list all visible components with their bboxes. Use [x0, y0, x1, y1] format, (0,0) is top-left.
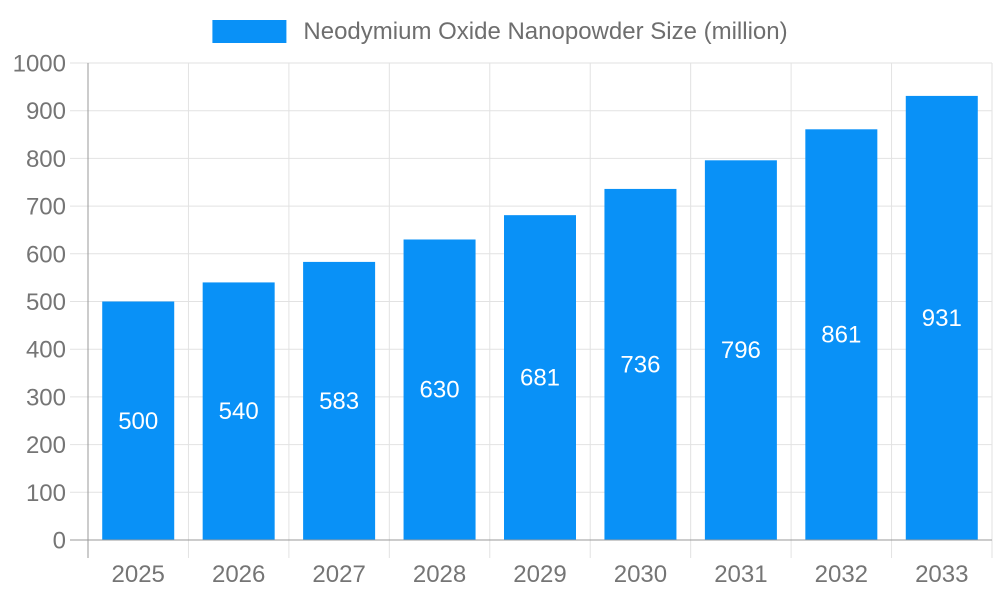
y-tick-label-1000: 1000	[13, 51, 66, 78]
y-tick-label-200: 200	[26, 432, 66, 459]
legend-label: Neodymium Oxide Nanopowder Size (million…	[303, 18, 788, 45]
bar-2029[interactable]	[504, 215, 576, 540]
y-tick-label-800: 800	[26, 146, 66, 173]
x-tick-label-2032: 2032	[815, 561, 868, 588]
bar-2028[interactable]	[403, 239, 476, 540]
bar-value-label-2029: 681	[520, 365, 560, 392]
bar-value-label-2033: 931	[922, 305, 962, 332]
bar-2030[interactable]	[604, 188, 677, 540]
x-tick-label-2030: 2030	[614, 561, 667, 588]
x-tick-label-2026: 2026	[212, 561, 265, 588]
bar-value-label-2032: 861	[821, 322, 861, 349]
x-tick-label-2033: 2033	[915, 561, 968, 588]
bar-value-label-2028: 630	[420, 377, 460, 404]
bar-2032[interactable]	[805, 129, 878, 540]
bar-2033[interactable]	[905, 95, 978, 540]
x-tick-label-2028: 2028	[413, 561, 466, 588]
bar-2027[interactable]	[303, 261, 376, 540]
bar-2031[interactable]	[704, 160, 777, 540]
y-tick-label-900: 900	[26, 98, 66, 125]
y-tick-label-500: 500	[26, 289, 66, 316]
x-tick-label-2025: 2025	[112, 561, 165, 588]
y-tick-label-100: 100	[26, 480, 66, 507]
x-tick-label-2027: 2027	[312, 561, 365, 588]
y-tick-label-700: 700	[26, 194, 66, 221]
bar-value-label-2026: 540	[219, 398, 259, 425]
y-tick-label-300: 300	[26, 384, 66, 411]
bar-value-label-2030: 736	[620, 351, 660, 378]
bar-2026[interactable]	[202, 282, 275, 540]
legend-swatch-icon	[212, 20, 287, 43]
x-tick-label-2031: 2031	[714, 561, 767, 588]
x-tick-label-2029: 2029	[513, 561, 566, 588]
legend[interactable]: Neodymium Oxide Nanopowder Size (million…	[212, 18, 788, 45]
y-tick-label-600: 600	[26, 241, 66, 268]
bar-value-label-2031: 796	[721, 337, 761, 364]
bar-value-label-2027: 583	[319, 388, 359, 415]
bar-2025[interactable]	[102, 301, 175, 540]
bar-value-label-2025: 500	[118, 408, 158, 435]
y-tick-label-400: 400	[26, 337, 66, 364]
y-tick-label-0: 0	[53, 528, 66, 555]
